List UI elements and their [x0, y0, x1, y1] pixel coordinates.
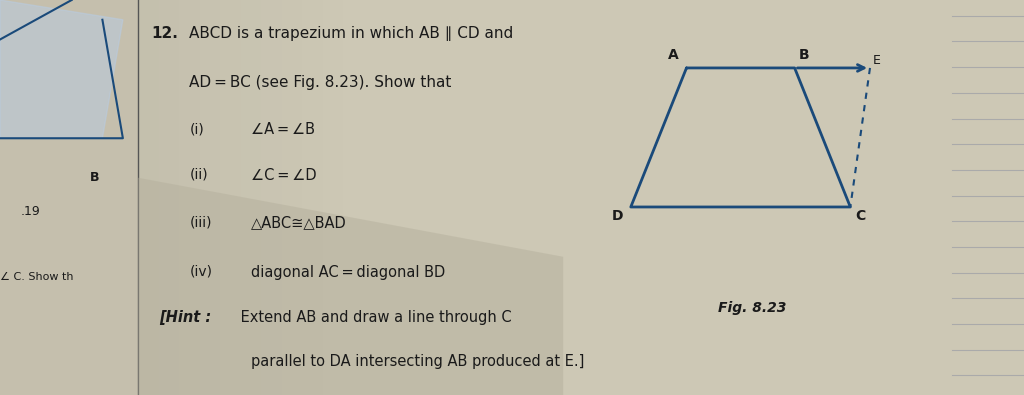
Text: B: B: [799, 48, 810, 62]
Text: ∠ C. Show th: ∠ C. Show th: [0, 271, 74, 282]
Bar: [179, 0, 189, 395]
Bar: [230, 0, 241, 395]
Bar: [138, 0, 148, 395]
Bar: [210, 0, 220, 395]
Text: parallel to DA intersecting AB produced at E.]: parallel to DA intersecting AB produced …: [251, 354, 585, 369]
Text: Fig. 8.23: Fig. 8.23: [718, 301, 786, 315]
Bar: [0, 0, 138, 395]
Bar: [148, 0, 159, 395]
Text: △ABC≅△BAD: △ABC≅△BAD: [251, 215, 347, 230]
Text: (ii): (ii): [189, 168, 208, 182]
Text: diagonal AC = diagonal BD: diagonal AC = diagonal BD: [251, 265, 445, 280]
Text: (iv): (iv): [189, 265, 212, 278]
Text: ∠A = ∠B: ∠A = ∠B: [251, 122, 315, 137]
Bar: [323, 0, 333, 395]
Bar: [282, 0, 292, 395]
Text: D: D: [611, 209, 623, 223]
Bar: [159, 0, 169, 395]
Polygon shape: [138, 178, 563, 395]
Text: C: C: [855, 209, 865, 223]
Text: AD = BC (see Fig. 8.23). Show that: AD = BC (see Fig. 8.23). Show that: [189, 75, 452, 90]
Text: .19: .19: [20, 205, 40, 218]
Bar: [333, 0, 343, 395]
Text: (i): (i): [189, 122, 204, 136]
Bar: [169, 0, 179, 395]
Bar: [261, 0, 271, 395]
Bar: [302, 0, 312, 395]
Bar: [189, 0, 200, 395]
Bar: [292, 0, 302, 395]
Text: A: A: [668, 48, 679, 62]
Text: E: E: [873, 54, 881, 67]
Bar: [220, 0, 230, 395]
Bar: [271, 0, 282, 395]
Text: ∠C = ∠D: ∠C = ∠D: [251, 168, 316, 183]
Bar: [312, 0, 323, 395]
Text: 12.: 12.: [152, 26, 178, 41]
Polygon shape: [0, 0, 123, 138]
Bar: [200, 0, 210, 395]
Text: [Hint :: [Hint :: [159, 310, 211, 325]
Bar: [241, 0, 251, 395]
Text: B: B: [89, 171, 99, 184]
Bar: [251, 0, 261, 395]
Text: (iii): (iii): [189, 215, 212, 229]
Text: ABCD is a trapezium in which AB ∥ CD and: ABCD is a trapezium in which AB ∥ CD and: [189, 26, 514, 41]
Text: Extend AB and draw a line through C: Extend AB and draw a line through C: [236, 310, 511, 325]
